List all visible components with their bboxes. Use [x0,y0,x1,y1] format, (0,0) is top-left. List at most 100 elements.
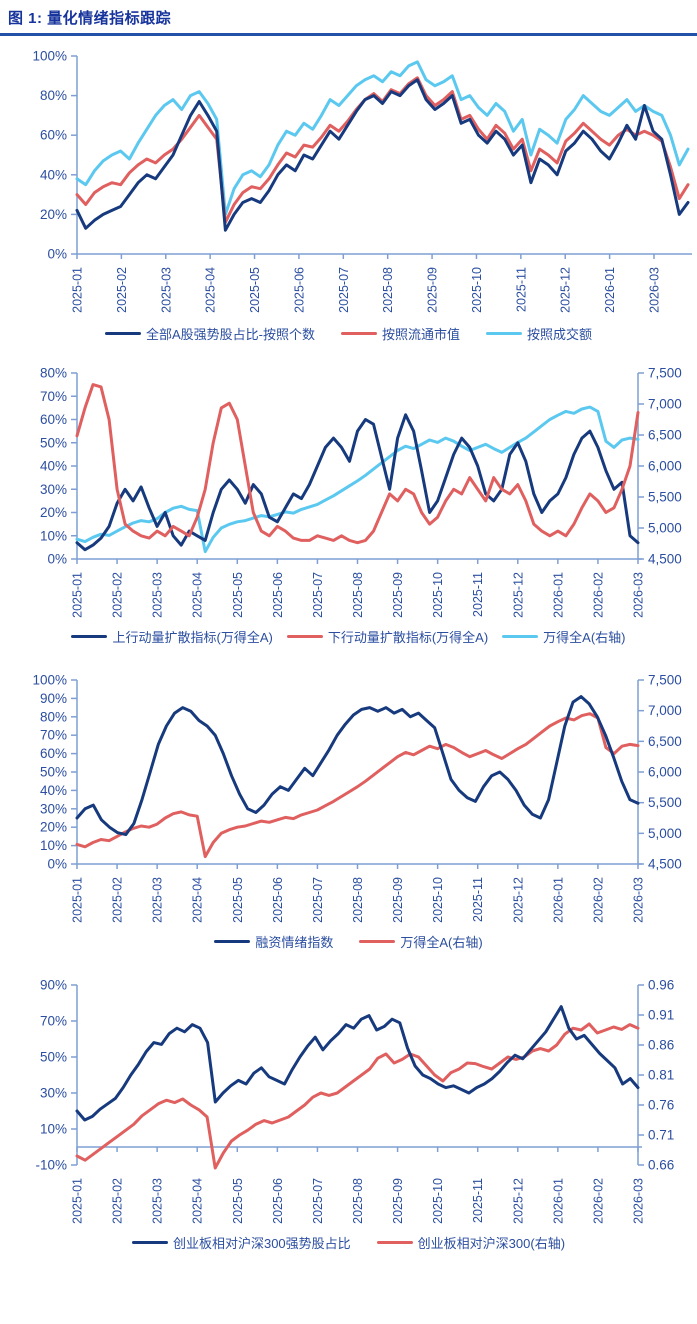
legend-swatch [486,331,522,336]
left-axis-label: 60% [40,412,67,427]
legend-swatch [340,331,377,336]
x-axis-label: 2026-02 [591,877,605,923]
x-axis-label: 2025-09 [391,572,405,618]
legend-item: 上行动量扩散指标(万得全A) [71,627,273,646]
right-axis-label: 6,000 [648,459,682,474]
right-axis-label: 6,500 [648,734,682,749]
x-axis-label: 2025-10 [431,877,445,923]
series-line-0 [75,60,690,216]
x-axis-label: 2026-03 [632,572,646,618]
legend-swatch [359,939,396,944]
figure-header: 图 1: 量化情绪指标跟踪 [0,0,697,36]
legend-label: 万得全A(右轴) [400,935,483,950]
x-axis-label: 2025-03 [159,267,173,313]
x-axis-label: 2025-11 [471,877,485,922]
legend-swatch [376,1240,413,1245]
legend-swatch [214,939,251,944]
legend-swatch [502,634,539,639]
left-axis-label: 70% [40,389,67,404]
left-axis-label: 80% [40,88,67,103]
left-axis-label: 30% [40,801,67,816]
left-axis-label: 10% [40,1122,67,1137]
left-axis-label: 40% [40,459,67,474]
x-axis-label: 2025-05 [231,877,245,923]
x-axis-label: 2025-12 [511,1178,525,1224]
series-line-1 [75,1005,640,1122]
x-axis-label: 2025-11 [471,1178,485,1223]
series-line-0 [75,1022,640,1170]
figure-quant-sentiment: 图 1: 量化情绪指标跟踪 0% 20% 40% 60% 80% 100% 2025-01 2… [0,0,697,1251]
left-axis-label: 80% [40,709,67,724]
x-axis-label: 2026-03 [648,267,662,313]
x-axis-label: 2025-07 [311,572,325,618]
legend-swatch [104,331,141,336]
left-axis-label: 0% [47,552,67,567]
legend-item: 全部A股强势股占比-按照个数 [104,324,315,343]
x-axis-label: 2025-06 [271,572,285,618]
left-axis-label: -10% [35,1158,67,1173]
left-axis-label: 30% [40,482,67,497]
legend-margin-sentiment: 融资情绪指数 万得全A(右轴) [0,932,697,951]
x-axis-label: 2025-12 [511,877,525,923]
x-axis-label: 2026-03 [632,1178,646,1224]
series-line-2 [75,78,690,232]
x-axis-label: 2025-12 [511,572,525,618]
right-axis-label: 0.91 [648,1008,674,1023]
legend-label: 融资情绪指数 [255,935,334,950]
x-axis-label: 2025-02 [115,267,129,313]
x-axis-label: 2025-06 [271,877,285,923]
right-axis-label: 5,500 [648,795,682,810]
legend-label: 下行动量扩散指标(万得全A) [327,630,489,645]
x-axis-label: 2025-04 [204,267,218,313]
legend-swatch [71,634,108,639]
legend-label: 上行动量扩散指标(万得全A) [112,630,273,645]
x-axis-label: 2025-08 [351,1178,365,1224]
chart-momentum-diffusion: 0% 10% 20% 30% 40% 50% 60% 70% 80% 4,500 5,000 5,50… [0,363,697,646]
x-axis-label: 2025-07 [337,267,351,313]
x-axis-label: 2026-01 [551,572,565,618]
right-axis-label: 4,500 [648,552,682,567]
x-axis-label: 2025-08 [351,877,365,923]
right-axis-label: 6,500 [648,428,682,443]
left-axis-label: 30% [40,1086,67,1101]
right-axis-label: 0.96 [648,978,674,993]
x-axis-label: 2025-01 [71,1178,85,1224]
legend-label: 创业板相对沪深300强势股占比 [172,1236,351,1251]
x-axis-label: 2025-08 [381,267,395,313]
legend-label: 创业板相对沪深300(右轴) [417,1236,566,1251]
x-axis-label: 2025-04 [191,877,205,923]
legend-strong-stock-ratio: 全部A股强势股占比-按照个数 按照流通市值 按照成交额 [0,324,697,343]
left-axis-label: 70% [40,728,67,743]
margin-sentiment-plot: 0% 10% 20% 30% 40% 50% 60% 70% 80% 90% 100% 4,500 5,… [32,673,682,923]
legend-item: 万得全A(右轴) [502,627,626,646]
left-axis-label: 40% [40,783,67,798]
series-line-0 [75,405,640,554]
left-axis-label: 20% [40,207,67,222]
legend-item: 按照流通市值 [340,324,460,343]
x-axis-label: 2026-02 [591,1178,605,1224]
figure-title: 图 1: 量化情绪指标跟踪 [8,10,172,27]
right-axis-label: 5,000 [648,826,682,841]
x-axis-label: 2025-10 [431,572,445,618]
legend-item: 按照成交额 [486,324,592,343]
right-axis-label: 0.66 [648,1158,674,1173]
legend-item: 融资情绪指数 [214,932,333,951]
x-axis-label: 2025-11 [471,572,485,617]
left-axis-label: 20% [40,820,67,835]
left-axis-label: 50% [40,435,67,450]
right-axis-label: 7,500 [648,366,682,381]
legend-item: 下行动量扩散指标(万得全A) [286,627,489,646]
left-axis-label: 50% [40,765,67,780]
x-axis-label: 2025-05 [231,572,245,618]
left-axis-label: 60% [40,746,67,761]
x-axis-label: 2025-03 [151,572,165,618]
left-axis-label: 0% [47,247,67,262]
left-axis-label: 80% [40,366,67,381]
right-axis-label: 5,500 [648,490,682,505]
series-line-0 [75,712,640,859]
legend-item: 万得全A(右轴) [359,932,483,951]
strong-stock-ratio-plot: 0% 20% 40% 60% 80% 100% 2025-01 2025-02 2025-03 2… [32,49,692,313]
right-axis-label: 7,000 [648,703,682,718]
left-axis-label: 20% [40,505,67,520]
right-axis-label: 5,000 [648,521,682,536]
